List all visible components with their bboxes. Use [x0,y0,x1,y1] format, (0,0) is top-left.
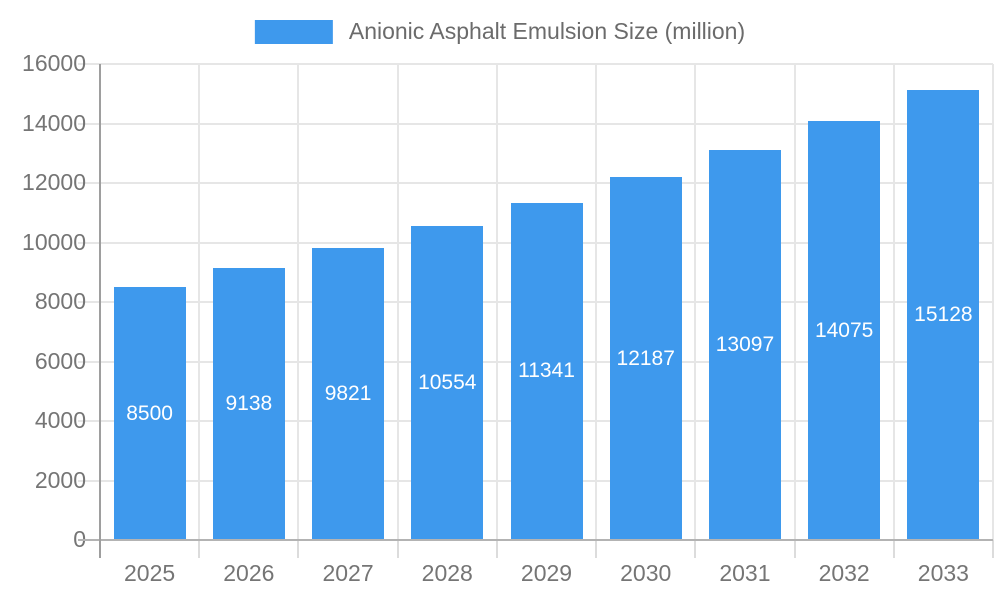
y-axis-tick [78,360,100,363]
v-gridline [396,64,399,540]
x-axis-tick [892,540,895,558]
h-gridline [100,182,993,184]
x-axis-category-label: 2032 [818,560,870,586]
y-axis-tick-label: 16000 [22,50,86,76]
x-axis-tick [694,540,697,558]
bar [708,150,781,540]
y-axis-line [99,64,101,558]
v-gridline [495,64,498,540]
bar [609,177,682,540]
x-axis-category-label: 2028 [421,560,473,586]
y-axis-tick [78,122,100,125]
y-axis-tick [78,301,100,303]
x-axis-tick [595,540,598,558]
x-axis-category-label: 2030 [620,560,672,586]
y-axis-tick-label: 14000 [22,109,86,136]
x-axis-line [78,539,993,541]
v-gridline [297,64,300,540]
y-axis-tick-label: 12000 [22,169,86,195]
bar-value-label: 14075 [814,318,874,342]
x-axis-category-label: 2026 [223,560,275,586]
bar [411,226,484,540]
y-axis-tick-label: 8000 [34,288,86,314]
bar-value-label: 12187 [616,346,675,370]
x-axis-tick [198,540,201,558]
h-gridline [100,63,993,65]
x-axis-tick [297,540,300,558]
y-axis-tick-label: 4000 [34,407,86,433]
y-axis-tick [78,241,100,244]
x-axis-category-label: 2027 [322,560,374,586]
y-axis-tick-label: 10000 [22,228,86,255]
y-axis-tick-label: 0 [0,528,86,551]
v-gridline [595,64,598,540]
h-gridline [100,122,993,125]
x-axis-category-label: 2029 [520,560,573,586]
bar-value-label: 9821 [324,381,372,405]
bar-value-label: 13097 [715,333,775,357]
x-axis-tick [495,540,498,558]
v-gridline [793,64,796,540]
v-gridline [694,64,697,540]
legend-label: Anionic Asphalt Emulsion Size (million) [348,18,746,44]
x-axis-category-label: 2025 [124,560,176,586]
bar [808,121,881,540]
bar [113,287,186,540]
bar [907,89,980,540]
y-axis-tick [78,420,100,422]
x-axis-category-label: 2031 [719,560,771,586]
bar [510,202,583,540]
y-axis-tick [78,182,100,184]
x-axis-tick [992,540,994,558]
y-axis-tick [78,63,100,65]
bar-value-label: 15128 [914,302,973,326]
bar [212,268,285,540]
chart-legend: Anionic Asphalt Emulsion Size (million) [254,18,746,45]
y-axis-tick-label: 2000 [34,466,86,493]
bar [312,247,385,540]
x-axis-tick [396,540,399,558]
v-gridline [992,64,994,540]
y-axis-tick [78,479,100,482]
bar-value-label: 9138 [225,392,273,416]
bar-value-label: 10554 [418,371,477,394]
x-axis-category-label: 2033 [917,560,969,586]
bar-value-label: 8500 [126,401,173,425]
y-axis-tick-label: 6000 [34,347,86,374]
x-axis-tick [793,540,796,558]
bar-value-label: 11341 [518,359,575,383]
v-gridline [892,64,895,540]
legend-swatch [254,19,333,44]
v-gridline [198,64,201,540]
